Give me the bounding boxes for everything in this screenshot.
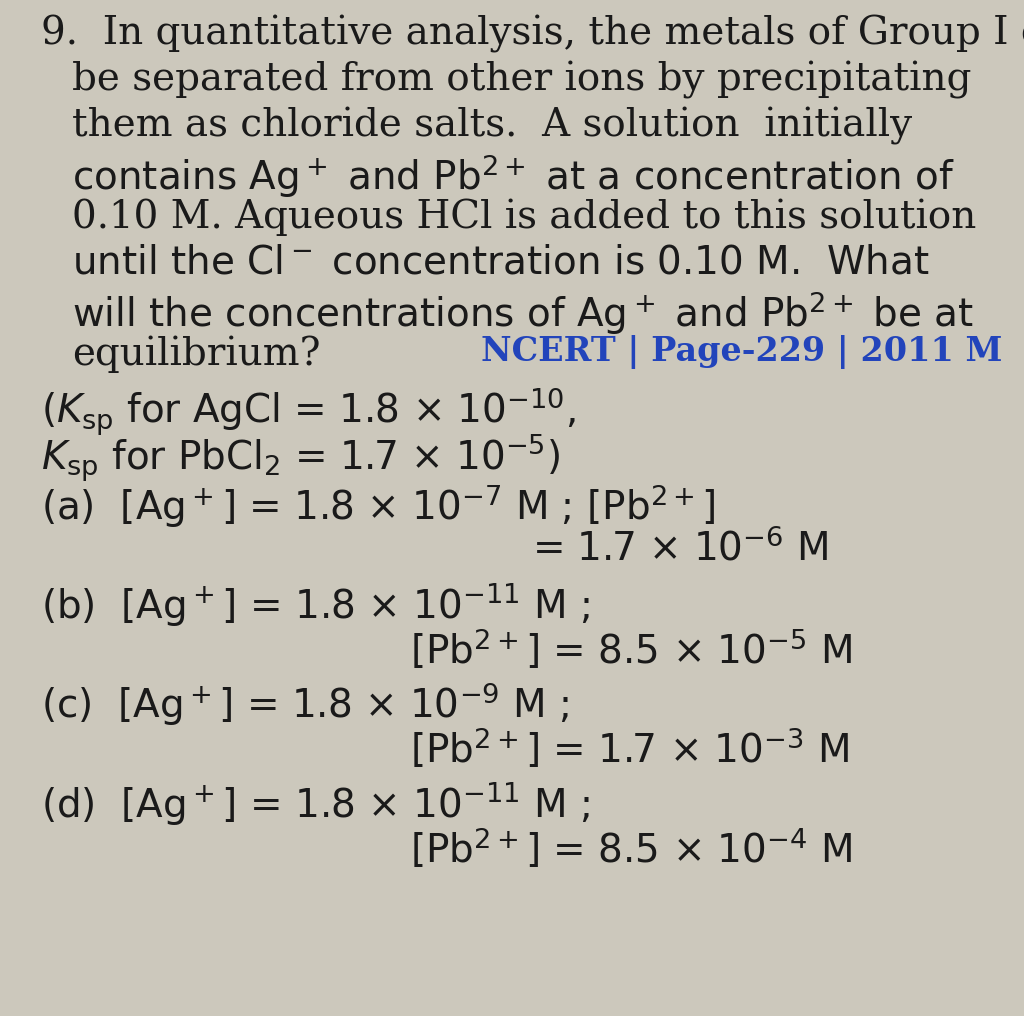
Text: ($K_{\rm sp}$ for AgCl = 1.8 $\times$ 10$^{-10}$,: ($K_{\rm sp}$ for AgCl = 1.8 $\times$ 10… bbox=[41, 386, 575, 439]
Text: 0.10 M. Aqueous HCl is added to this solution: 0.10 M. Aqueous HCl is added to this sol… bbox=[72, 198, 976, 236]
Text: [Pb$^{2+}$] = 1.7 $\times$ 10$^{-3}$ M: [Pb$^{2+}$] = 1.7 $\times$ 10$^{-3}$ M bbox=[410, 726, 849, 771]
Text: [Pb$^{2+}$] = 8.5 $\times$ 10$^{-4}$ M: [Pb$^{2+}$] = 8.5 $\times$ 10$^{-4}$ M bbox=[410, 826, 852, 871]
Text: 9.  In quantitative analysis, the metals of Group I can: 9. In quantitative analysis, the metals … bbox=[41, 15, 1024, 53]
Text: [Pb$^{2+}$] = 8.5 $\times$ 10$^{-5}$ M: [Pb$^{2+}$] = 8.5 $\times$ 10$^{-5}$ M bbox=[410, 627, 852, 672]
Text: contains Ag$^+$ and Pb$^{2+}$ at a concentration of: contains Ag$^+$ and Pb$^{2+}$ at a conce… bbox=[72, 152, 954, 200]
Text: will the concentrations of Ag$^+$ and Pb$^{2+}$ be at: will the concentrations of Ag$^+$ and Pb… bbox=[72, 290, 974, 337]
Text: (d)  [Ag$^+$] = 1.8 $\times$ 10$^{-11}$ M ;: (d) [Ag$^+$] = 1.8 $\times$ 10$^{-11}$ M… bbox=[41, 780, 590, 827]
Text: be separated from other ions by precipitating: be separated from other ions by precipit… bbox=[72, 61, 971, 99]
Text: (c)  [Ag$^+$] = 1.8 $\times$ 10$^{-9}$ M ;: (c) [Ag$^+$] = 1.8 $\times$ 10$^{-9}$ M … bbox=[41, 681, 569, 728]
Text: them as chloride salts.  A solution  initially: them as chloride salts. A solution initi… bbox=[72, 107, 911, 144]
Text: (b)  [Ag$^+$] = 1.8 $\times$ 10$^{-11}$ M ;: (b) [Ag$^+$] = 1.8 $\times$ 10$^{-11}$ M… bbox=[41, 581, 590, 628]
Text: equilibrium?: equilibrium? bbox=[72, 335, 321, 373]
Text: = 1.7 $\times$ 10$^{-6}$ M: = 1.7 $\times$ 10$^{-6}$ M bbox=[532, 528, 828, 568]
Text: until the Cl$^-$ concentration is 0.10 M.  What: until the Cl$^-$ concentration is 0.10 M… bbox=[72, 244, 929, 281]
Text: $K_{\rm sp}$ for PbCl$_2$ = 1.7 $\times$ 10$^{-5}$): $K_{\rm sp}$ for PbCl$_2$ = 1.7 $\times$… bbox=[41, 432, 560, 484]
Text: (a)  [Ag$^+$] = 1.8 $\times$ 10$^{-7}$ M ; [Pb$^{2+}$]: (a) [Ag$^+$] = 1.8 $\times$ 10$^{-7}$ M … bbox=[41, 483, 716, 530]
Text: NCERT | Page-229 | 2011 M: NCERT | Page-229 | 2011 M bbox=[481, 335, 1002, 369]
